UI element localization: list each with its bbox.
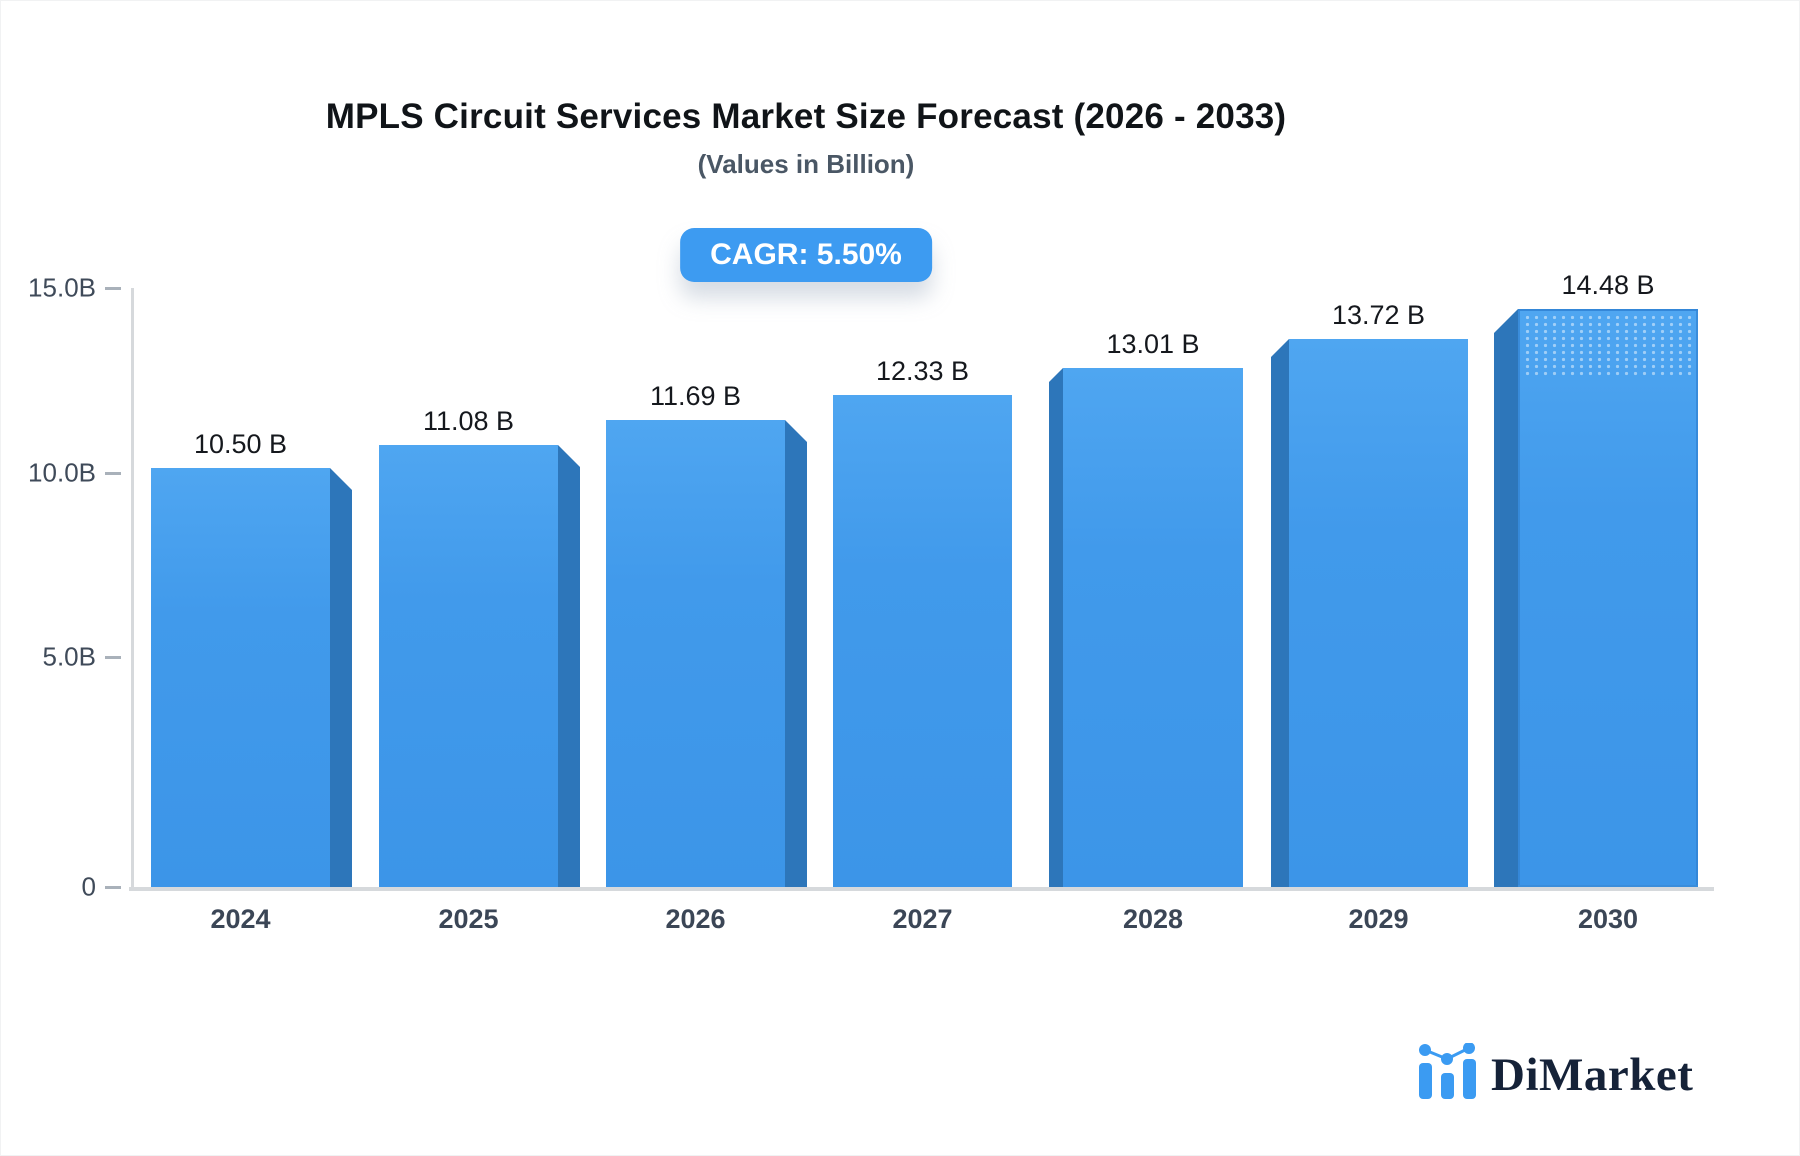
x-tick-label-2030: 2030 xyxy=(1577,904,1639,934)
cagr-badge: CAGR: 5.50% xyxy=(680,228,932,282)
x-tick-label-2024: 2024 xyxy=(210,904,271,934)
bar-value-label: 11.08 B xyxy=(422,406,515,436)
bar-2024 xyxy=(151,468,330,887)
bar-2027 xyxy=(833,395,1012,887)
bar-value-label: 12.33 B xyxy=(875,356,970,386)
bar-side-2026 xyxy=(785,420,807,887)
bar-value-label: 14.48 B xyxy=(1561,270,1655,300)
y-tick-label: 0 xyxy=(81,871,96,902)
x-axis-line xyxy=(129,887,1714,891)
y-tick-mark xyxy=(105,287,121,290)
bar-2030 xyxy=(1518,309,1698,887)
bar-2025 xyxy=(379,445,558,887)
bar-value-label: 13.01 B xyxy=(1106,329,1200,359)
y-tick-label: 15.0B xyxy=(28,272,96,303)
y-tick-mark xyxy=(105,472,121,475)
bar-side-2028 xyxy=(1049,368,1063,887)
bar-side-2029 xyxy=(1271,339,1289,887)
chart-subtitle: (Values in Billion) xyxy=(697,149,915,179)
bar-2029 xyxy=(1289,339,1468,887)
bar-2026 xyxy=(606,420,785,887)
x-tick-label-2028: 2028 xyxy=(1122,904,1184,934)
y-tick-mark xyxy=(105,886,121,889)
bar-2028 xyxy=(1063,368,1243,887)
y-tick-mark xyxy=(105,656,121,659)
x-tick-label-2025: 2025 xyxy=(438,904,499,934)
bar-value-label: 13.72 B xyxy=(1331,300,1426,330)
bar-side-2025 xyxy=(558,445,580,887)
y-axis-line xyxy=(131,288,134,889)
bar-side-2030 xyxy=(1494,309,1518,887)
logo-text: DiMarket xyxy=(1491,1049,1694,1101)
bar-chart-icon xyxy=(1419,1043,1476,1099)
y-tick-label: 10.0B xyxy=(28,457,96,488)
bar-value-label: 10.50 B xyxy=(193,429,288,459)
y-tick-label: 5.0B xyxy=(42,641,97,672)
x-tick-label-2026: 2026 xyxy=(665,904,726,934)
dimarket-logo: DiMarket xyxy=(1419,1043,1693,1099)
bar-side-2024 xyxy=(330,468,352,887)
bar-texture xyxy=(1523,314,1693,378)
x-tick-label-2027: 2027 xyxy=(892,904,953,934)
x-tick-label-2029: 2029 xyxy=(1348,904,1409,934)
bar-value-label: 11.69 B xyxy=(649,381,742,411)
chart-title: MPLS Circuit Services Market Size Foreca… xyxy=(325,97,1287,136)
